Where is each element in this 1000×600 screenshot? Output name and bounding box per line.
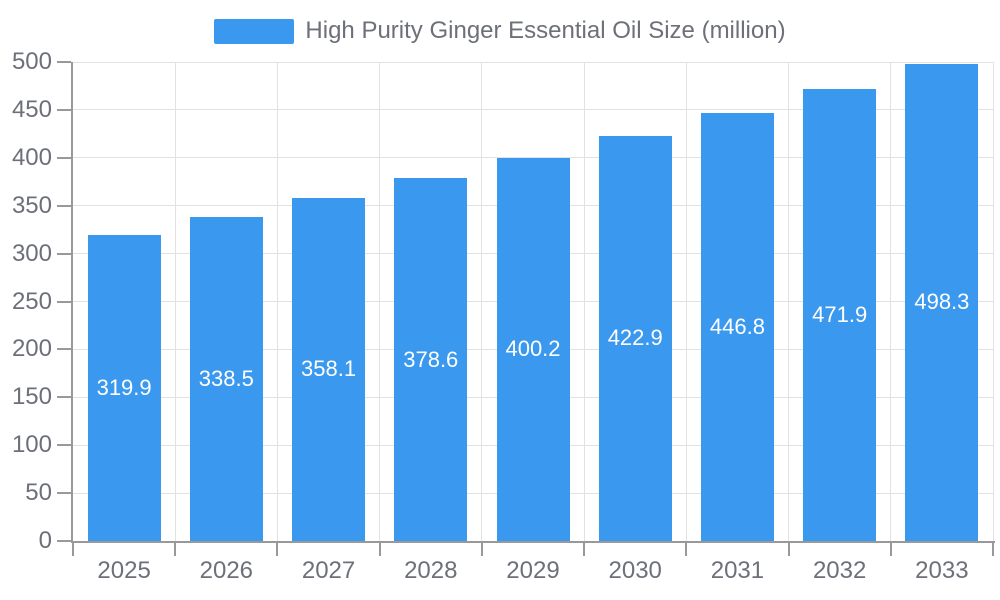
- bar-value-label: 358.1: [301, 356, 357, 382]
- y-axis-label: 200: [11, 335, 52, 363]
- x-axis-tick: [685, 543, 688, 556]
- x-axis-label: 2033: [915, 557, 969, 584]
- y-axis-tick: [57, 540, 71, 542]
- bar-2030[interactable]: 422.9: [598, 135, 672, 541]
- x-axis-label: 2028: [404, 557, 458, 584]
- legend-item[interactable]: High Purity Ginger Essential Oil Size (m…: [214, 17, 786, 45]
- x-axis-label: 2026: [199, 557, 254, 584]
- bar-value-label: 400.2: [505, 336, 561, 362]
- bar-2028[interactable]: 378.6: [394, 178, 468, 541]
- bar-2033[interactable]: 498.3: [905, 63, 979, 541]
- y-axis-label: 450: [11, 95, 52, 123]
- y-axis-label: 250: [11, 287, 52, 315]
- x-axis-label: 2027: [301, 557, 356, 584]
- y-axis-tick: [57, 156, 71, 159]
- gridline-v: [481, 62, 483, 541]
- y-axis-tick: [57, 492, 71, 495]
- gridline-h: [73, 61, 993, 63]
- y-axis-label: 500: [11, 48, 52, 75]
- bar-value-label: 338.5: [198, 365, 254, 391]
- legend: High Purity Ginger Essential Oil Size (m…: [0, 17, 1000, 45]
- y-axis-tick: [57, 61, 71, 63]
- y-axis-tick: [57, 108, 71, 111]
- x-axis-tick: [480, 543, 483, 556]
- y-axis-tick: [57, 348, 71, 351]
- plot-area: 0 50 100 150 200 250 300 350 400 450 500 2025 2026 20…: [12, 48, 995, 584]
- x-axis-line: [71, 541, 995, 543]
- x-axis-tick: [276, 543, 279, 556]
- bar-2029[interactable]: 400.2: [496, 157, 570, 541]
- legend-label: High Purity Ginger Essential Oil Size (m…: [305, 17, 786, 44]
- gridline-v: [379, 62, 381, 541]
- gridline-v: [788, 62, 790, 541]
- legend-swatch-icon: [214, 18, 295, 44]
- bar-2025[interactable]: 319.9: [87, 234, 161, 541]
- gridline-v: [685, 62, 687, 541]
- y-axis-label: 0: [38, 527, 52, 554]
- bar-value-label: 319.9: [96, 374, 152, 400]
- gridline-v: [174, 62, 176, 541]
- x-axis-label: 2025: [97, 557, 151, 584]
- x-axis-tick: [992, 543, 994, 556]
- bar-2032[interactable]: 471.9: [803, 88, 877, 541]
- x-axis-tick: [378, 543, 381, 556]
- y-axis-tick: [57, 204, 71, 207]
- bar-value-label: 446.8: [709, 313, 765, 339]
- x-axis-tick: [72, 543, 74, 556]
- y-axis-tick: [57, 396, 71, 399]
- bar-value-label: 471.9: [812, 301, 868, 327]
- gridline-v: [276, 62, 278, 541]
- bar-2027[interactable]: 358.1: [292, 197, 366, 541]
- y-axis-label: 400: [11, 143, 52, 171]
- bar-value-label: 422.9: [607, 325, 663, 351]
- bar-value-label: 498.3: [914, 289, 970, 315]
- x-axis-tick: [787, 543, 790, 556]
- x-axis-tick: [174, 543, 177, 556]
- y-axis-tick: [57, 252, 71, 255]
- bar-value-label: 378.6: [403, 346, 459, 372]
- y-axis-label: 350: [11, 191, 52, 219]
- bar-2031[interactable]: 446.8: [700, 112, 774, 541]
- gridline-h: [73, 109, 993, 111]
- x-axis-tick: [583, 543, 586, 556]
- y-axis-label: 100: [11, 431, 52, 459]
- x-axis-tick: [889, 543, 892, 556]
- gridline-v: [992, 62, 994, 541]
- x-axis-label: 2030: [608, 557, 662, 584]
- y-axis-label: 300: [11, 239, 52, 267]
- x-axis-label: 2029: [506, 557, 560, 584]
- y-axis-line: [71, 62, 73, 541]
- y-axis-label: 50: [25, 479, 52, 507]
- gridline-v: [890, 62, 892, 541]
- y-axis-label: 150: [11, 383, 52, 411]
- bar-2026[interactable]: 338.5: [189, 216, 263, 541]
- y-axis-tick: [57, 300, 71, 303]
- x-axis-label: 2031: [710, 557, 765, 584]
- y-axis-tick: [57, 444, 71, 447]
- gridline-v: [583, 62, 585, 541]
- x-axis-label: 2032: [812, 557, 867, 584]
